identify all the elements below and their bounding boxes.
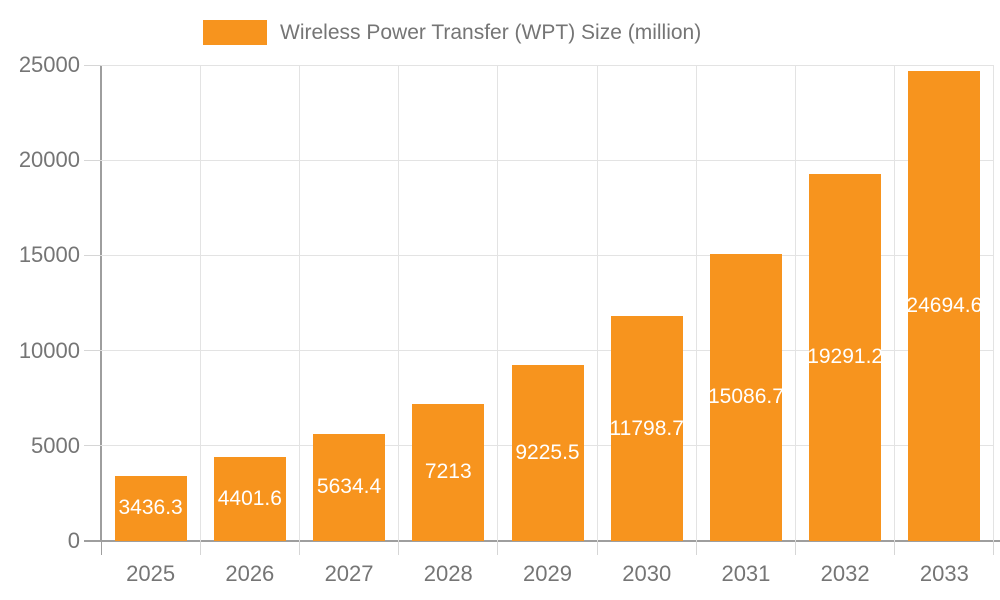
bar-value-label: 5634.4 [316,475,382,499]
x-axis-tick-label: 2031 [721,561,771,586]
x-axis-tick [993,541,994,555]
x-axis-tick [100,541,102,555]
y-grid-line [101,254,994,256]
x-grid-line [993,65,994,541]
bar-2031[interactable]: 15086.7 [707,253,784,541]
x-axis-tick-label: 2027 [324,561,374,586]
bar-value-label: 15086.7 [707,385,784,409]
y-axis-tick [84,540,101,541]
y-grid-line [101,350,994,352]
x-axis-tick-label: 2026 [225,561,275,586]
x-axis-tick-label: 2028 [423,561,473,586]
x-grid-line [398,65,400,541]
bar-2029[interactable]: 9225.5 [511,365,584,541]
y-axis-tick [84,64,101,66]
bar-value-label: 19291.2 [807,345,884,369]
y-axis-tick-label: 25000 [18,52,80,77]
bar-value-label: 3436.3 [118,496,183,520]
y-axis-tick [84,445,101,447]
x-axis-tick-label: 2030 [622,561,672,586]
x-axis-tick-label: 2029 [523,561,572,586]
x-grid-line [695,65,697,541]
x-axis-tick [596,541,598,555]
x-axis-tick [398,541,400,555]
y-axis-tick-label: 0 [67,528,80,553]
x-grid-line [596,65,598,541]
y-axis-tick [84,159,101,161]
bar-2026[interactable]: 4401.6 [213,457,286,541]
bar-value-label: 4401.6 [217,487,282,511]
plot-area: 3436.3 4401.6 5634.4 7213 9225.5 11798.7 15086… [84,64,1000,555]
bar-value-label: 7213 [424,460,472,484]
x-axis-line [84,540,1000,542]
y-axis-line [100,65,102,541]
x-grid-line [298,65,300,541]
bar-value-label: 24694.6 [906,293,983,317]
x-grid-line [497,65,499,541]
bar-value-label: 9225.5 [515,441,580,465]
bar-2027[interactable]: 5634.4 [313,433,386,541]
x-axis-tick [298,541,300,555]
x-axis-tick-label: 2025 [126,561,176,586]
bar-2033[interactable]: 24694.6 [906,70,983,541]
y-axis-tick [84,254,101,256]
bar-2028[interactable]: 7213 [412,403,485,541]
y-grid-line [101,159,994,161]
y-axis-tick-label: 15000 [18,242,80,268]
x-axis-tick [894,541,896,555]
x-axis-tick [497,541,499,555]
bar-2030[interactable]: 11798.7 [609,316,684,541]
y-grid-line [101,64,994,66]
legend-label: Wireless Power Transfer (WPT) Size (mill… [280,21,702,44]
bar-2025[interactable]: 3436.3 [114,475,187,541]
x-axis-tick [795,541,797,555]
x-axis-tick [199,541,201,555]
y-axis-tick-label: 10000 [18,337,80,363]
bar-value-label: 11798.7 [609,416,684,440]
x-axis-tick [695,541,697,555]
y-axis-tick-label: 20000 [18,147,80,173]
x-grid-line [894,65,896,541]
x-grid-line [795,65,797,541]
y-axis-tick-label: 5000 [31,432,80,458]
legend-swatch [203,20,267,45]
legend: Wireless Power Transfer (WPT) Size (mill… [203,20,701,45]
y-axis-tick [84,350,101,352]
x-grid-line [199,65,201,541]
x-axis-tick-label: 2032 [820,561,870,586]
bar-2032[interactable]: 19291.2 [807,173,884,541]
x-axis-tick-label: 2033 [919,561,969,586]
